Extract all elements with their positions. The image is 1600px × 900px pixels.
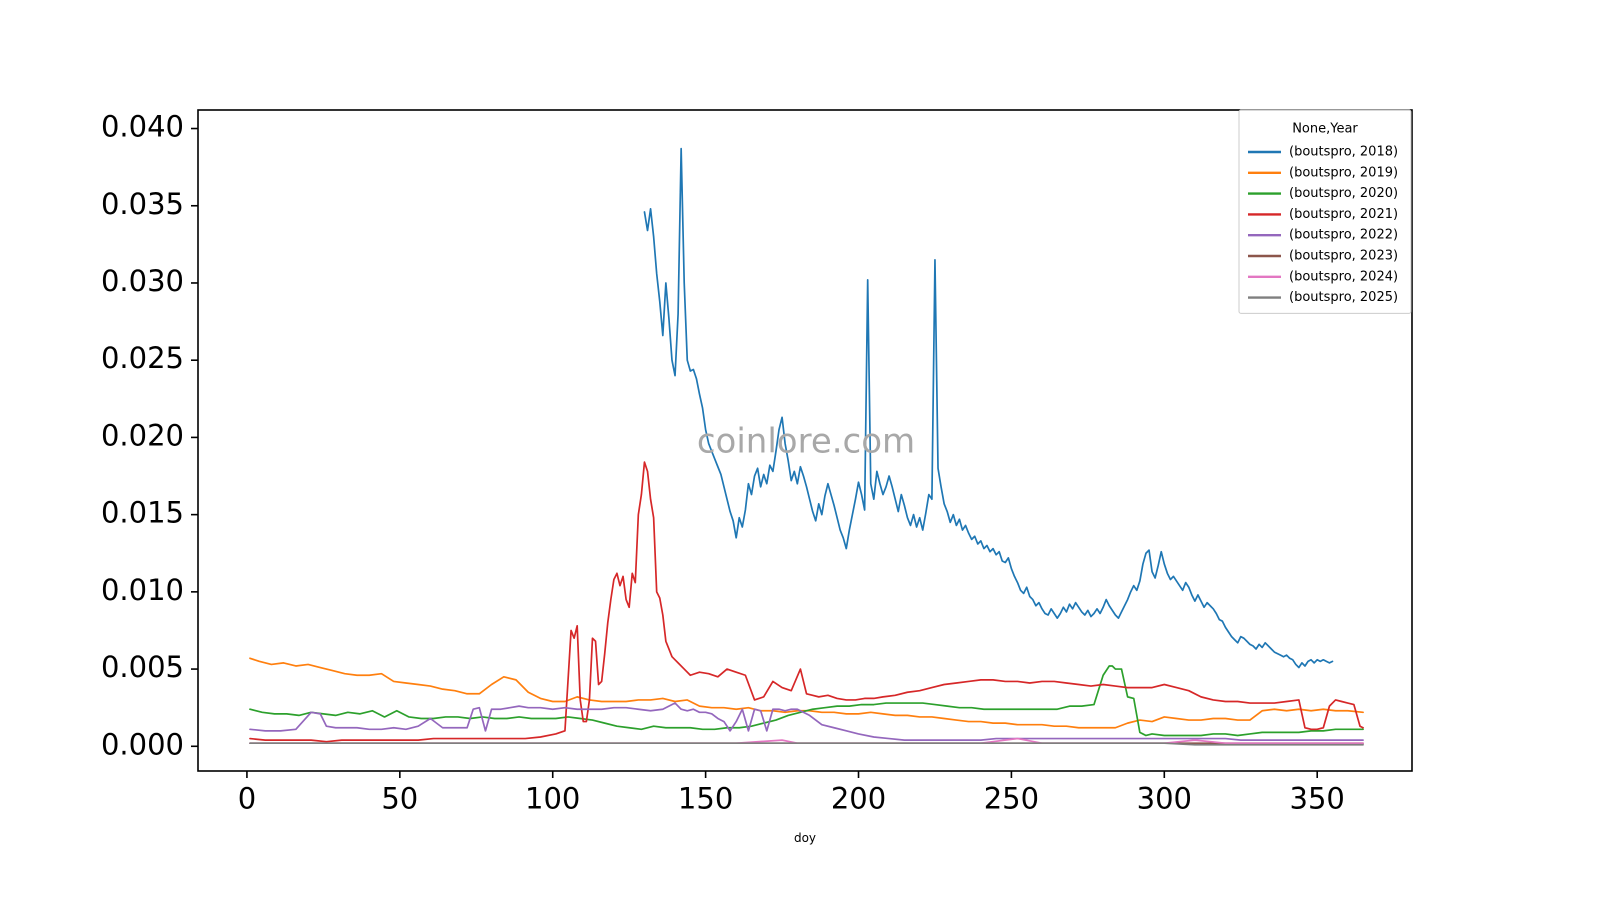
x-tick-label: 100 bbox=[525, 782, 580, 816]
series-line-2021 bbox=[249, 461, 1364, 743]
legend-label-2023: (boutspro, 2023) bbox=[1289, 249, 1398, 264]
y-tick-label: 0.035 bbox=[101, 187, 184, 221]
y-tick-label: 0.020 bbox=[101, 418, 184, 452]
axes-layer: 0.000 0.005 0.010 0.015 0.020 0.025 0.030 0.035… bbox=[101, 109, 1413, 845]
y-tick-label: 0.010 bbox=[101, 573, 184, 607]
legend-label-2025: (boutspro, 2025) bbox=[1289, 290, 1398, 305]
x-tick-label: 0 bbox=[238, 782, 256, 816]
x-tick-label: 300 bbox=[1137, 782, 1192, 816]
series-layer bbox=[249, 147, 1364, 746]
y-tick-label: 0.015 bbox=[101, 496, 184, 530]
watermark-label: coinlore.com bbox=[697, 422, 915, 462]
plot-frame bbox=[197, 109, 1413, 772]
legend-label-2022: (boutspro, 2022) bbox=[1289, 228, 1398, 243]
legend-label-2021: (boutspro, 2021) bbox=[1289, 207, 1398, 222]
series-line-2025 bbox=[249, 742, 1364, 746]
legend-label-2018: (boutspro, 2018) bbox=[1289, 145, 1398, 160]
y-tick-label: 0.040 bbox=[101, 110, 184, 144]
y-tick-label: 0.000 bbox=[101, 727, 184, 761]
legend-label-2024: (boutspro, 2024) bbox=[1289, 269, 1398, 284]
x-tick-label: 200 bbox=[831, 782, 886, 816]
y-tick-label: 0.025 bbox=[101, 341, 184, 375]
x-tick-label: 150 bbox=[678, 782, 733, 816]
series-line-2020 bbox=[249, 665, 1364, 737]
x-tick-label: 250 bbox=[984, 782, 1039, 816]
legend-label-2019: (boutspro, 2019) bbox=[1289, 165, 1398, 180]
legend-label-2020: (boutspro, 2020) bbox=[1289, 186, 1398, 201]
y-tick-label: 0.005 bbox=[101, 650, 184, 684]
x-tick-label: 50 bbox=[381, 782, 418, 816]
series-line-2018 bbox=[643, 147, 1334, 669]
y-tick-label: 0.030 bbox=[101, 264, 184, 298]
x-tick-label: 350 bbox=[1290, 782, 1345, 816]
legend-title: None,Year bbox=[1292, 122, 1358, 137]
x-axis-label: doy bbox=[794, 831, 816, 845]
chart-legend: None,Year (boutspro, 2018) (boutspro, 2019… bbox=[1238, 109, 1412, 314]
legend-box bbox=[1238, 109, 1412, 314]
series-line-2022 bbox=[249, 702, 1364, 741]
